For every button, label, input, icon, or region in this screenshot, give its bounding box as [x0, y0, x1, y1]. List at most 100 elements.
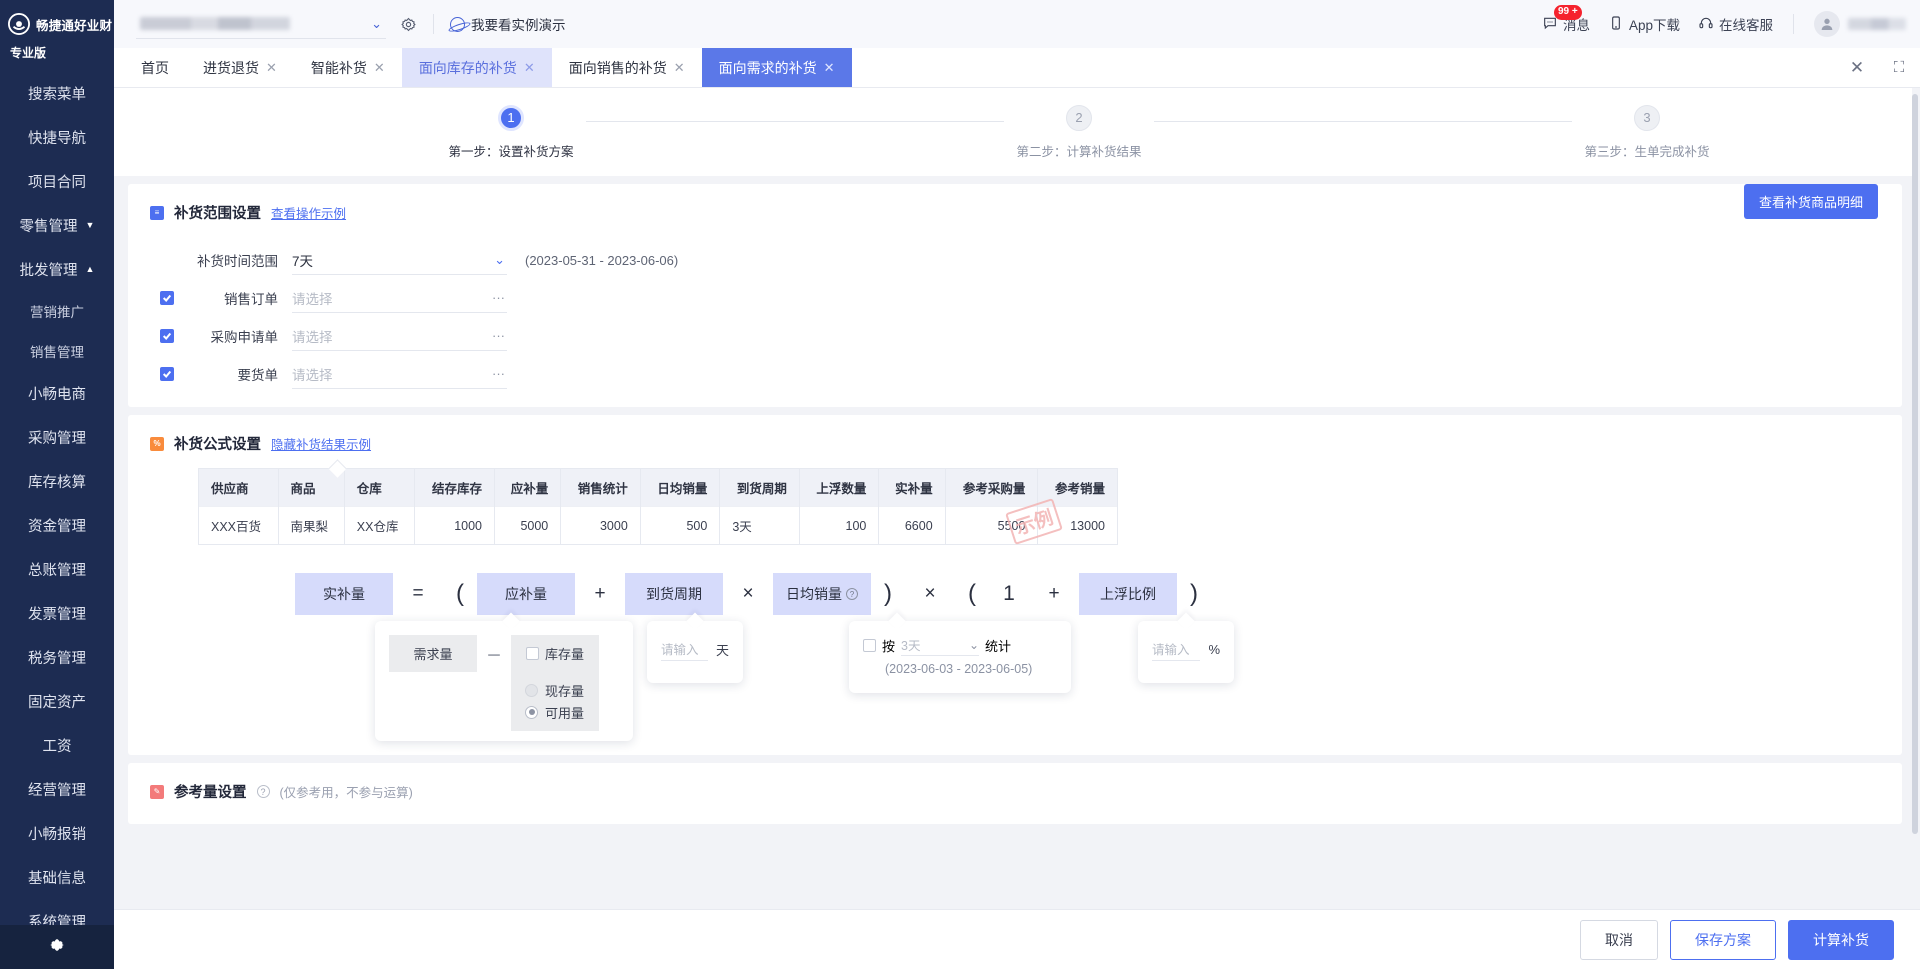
scope-row-select[interactable]: 请选择 ···: [292, 283, 507, 313]
tab-2[interactable]: 智能补货 ✕: [294, 48, 402, 87]
sidebar-item-label: 小畅报销: [28, 826, 86, 843]
app-download-label: App下载: [1628, 18, 1680, 33]
org-select[interactable]: ⌄: [136, 9, 386, 39]
time-range-select[interactable]: 7天 ⌄: [292, 245, 507, 275]
example-table-wrap: 供应商 商品 仓库 结存库存 应补量 销售统计 日均销量 到货周期 上浮数量 实补量 参考采购量 参考…: [198, 468, 1118, 545]
sidebar-item-3[interactable]: 零售管理 ▼: [0, 203, 114, 247]
formula-chip-7[interactable]: 日均销量?: [773, 573, 871, 615]
sidebar-item-4[interactable]: 批发管理 ▲: [0, 247, 114, 291]
sidebar-item-8[interactable]: 采购管理: [0, 415, 114, 459]
scope-checkbox[interactable]: [160, 329, 174, 343]
more-icon[interactable]: ···: [492, 366, 505, 381]
step-3[interactable]: 3 第三步：生单完成补货: [1572, 104, 1722, 160]
view-example-link[interactable]: 查看操作示例: [271, 207, 347, 221]
radio-option-current[interactable]: 现存量: [525, 679, 599, 701]
close-icon[interactable]: ✕: [373, 59, 385, 75]
stock-checkbox[interactable]: [525, 647, 539, 660]
brand-logo-icon: [8, 13, 30, 35]
scrollbar[interactable]: [1912, 94, 1918, 834]
fullscreen-icon[interactable]: ⛶: [1893, 59, 1905, 76]
sidebar-item-19[interactable]: 系统管理: [0, 899, 114, 926]
example-table: 供应商 商品 仓库 结存库存 应补量 销售统计 日均销量 到货周期 上浮数量 实补量 参考采购量 参考…: [199, 469, 1117, 544]
column-header: 结存库存: [414, 469, 495, 507]
more-icon[interactable]: ···: [492, 328, 505, 343]
sidebar-item-11[interactable]: 总账管理: [0, 547, 114, 591]
arrival-input[interactable]: 请输入: [661, 637, 708, 661]
save-plan-button[interactable]: 保存方案: [1670, 919, 1776, 960]
scope-checkbox[interactable]: [160, 367, 174, 381]
table-cell: 南果梨: [278, 506, 345, 544]
sidebar-item-5[interactable]: 营销推广: [0, 291, 114, 331]
tab-3[interactable]: 面向库存的补货 ✕: [401, 48, 552, 87]
formula-op-6: ×: [742, 583, 754, 604]
topbar-settings-button[interactable]: [400, 16, 417, 33]
formula-chip-13[interactable]: 上浮比例: [1079, 573, 1177, 615]
sidebar-item-16[interactable]: 经营管理: [0, 767, 114, 811]
formula-one-11: 1: [1003, 582, 1015, 605]
avgsales-checkbox[interactable]: [863, 638, 876, 652]
scope-checkbox[interactable]: [160, 291, 174, 305]
sidebar-settings-button[interactable]: [0, 925, 114, 969]
scope-row-select[interactable]: 请选择 ···: [292, 321, 507, 351]
step-2-label: 第二步：计算补货结果: [1016, 144, 1142, 159]
content-area: 1 第一步：设置补货方案 2 第二步：计算补货结果 3 第三步：生单完成补货: [114, 88, 1920, 909]
date-range-text: (2023-05-31 - 2023-06-06): [525, 252, 679, 268]
ratio-input[interactable]: 请输入: [1152, 637, 1201, 661]
sidebar-item-7[interactable]: 小畅电商: [0, 371, 114, 415]
close-icon[interactable]: ✕: [823, 59, 835, 75]
more-icon[interactable]: ···: [492, 290, 505, 305]
sidebar-item-12[interactable]: 发票管理: [0, 591, 114, 635]
calculate-button[interactable]: 计算补货: [1788, 919, 1894, 960]
avgsales-select[interactable]: 3天 ⌄: [901, 634, 980, 656]
support-button[interactable]: 在线客服: [1698, 14, 1773, 34]
tab-4[interactable]: 面向销售的补货 ✕: [552, 48, 702, 87]
sidebar-item-1[interactable]: 快捷导航: [0, 115, 114, 159]
table-cell: 3000: [560, 506, 641, 544]
view-replenish-detail-button[interactable]: 查看补货商品明细: [1743, 184, 1878, 219]
table-cell: 6600: [878, 506, 946, 544]
radio-option-available[interactable]: 可用量: [525, 701, 599, 723]
sidebar-item-13[interactable]: 税务管理: [0, 635, 114, 679]
tab-5[interactable]: 面向需求的补货 ✕: [701, 48, 852, 87]
close-icon[interactable]: ✕: [266, 59, 277, 75]
sidebar-item-6[interactable]: 销售管理: [0, 331, 114, 371]
brand: 畅捷通好业财: [0, 0, 114, 48]
close-icon[interactable]: ✕: [673, 59, 685, 75]
sidebar-item-17[interactable]: 小畅报销: [0, 811, 114, 855]
formula-chip-3[interactable]: 应补量: [477, 573, 575, 615]
question-icon[interactable]: ?: [256, 785, 270, 798]
formula-chip-0[interactable]: 实补量: [295, 573, 393, 615]
tab-label: 面向需求的补货: [718, 59, 817, 76]
sidebar-item-14[interactable]: 固定资产: [0, 679, 114, 723]
sidebar-item-18[interactable]: 基础信息: [0, 855, 114, 899]
tab-1[interactable]: 进货退货 ✕: [186, 48, 294, 87]
sidebar-item-2[interactable]: 项目合同: [0, 159, 114, 203]
sidebar-item-9[interactable]: 库存核算: [0, 459, 114, 503]
close-icon[interactable]: ✕: [523, 59, 535, 75]
tab-0[interactable]: 首页: [124, 48, 186, 87]
demand-chip[interactable]: 需求量: [389, 635, 477, 672]
stock-chip[interactable]: 库存量: [511, 635, 599, 672]
messages-button[interactable]: 消息 99 +: [1542, 5, 1590, 34]
close-icon[interactable]: ✕: [1849, 57, 1865, 77]
column-header: 销售统计: [560, 469, 641, 507]
scope-section-icon: ≡: [150, 205, 164, 220]
sidebar-item-10[interactable]: 资金管理: [0, 503, 114, 547]
formula-chip-5[interactable]: 到货周期: [625, 573, 723, 615]
formula-op-4: +: [594, 583, 606, 604]
app-download-button[interactable]: App下载: [1608, 14, 1680, 34]
step-2[interactable]: 2 第二步：计算补货结果: [1004, 104, 1154, 160]
hide-example-link[interactable]: 隐藏补货结果示例: [271, 438, 372, 452]
demo-link[interactable]: 我要看实例演示: [450, 14, 566, 34]
sidebar-item-label: 采购管理: [28, 430, 86, 447]
cancel-button[interactable]: 取消: [1580, 919, 1658, 960]
sidebar-item-0[interactable]: 搜索菜单: [0, 71, 114, 115]
sidebar-item-15[interactable]: 工资: [0, 723, 114, 767]
step-1[interactable]: 1 第一步：设置补货方案: [436, 104, 586, 160]
step-connector-2: [1154, 120, 1572, 122]
avatar[interactable]: [1814, 11, 1840, 37]
question-icon[interactable]: ?: [846, 588, 858, 600]
sidebar-item-label: 经营管理: [28, 782, 86, 799]
scope-row-select[interactable]: 请选择 ···: [292, 359, 507, 389]
